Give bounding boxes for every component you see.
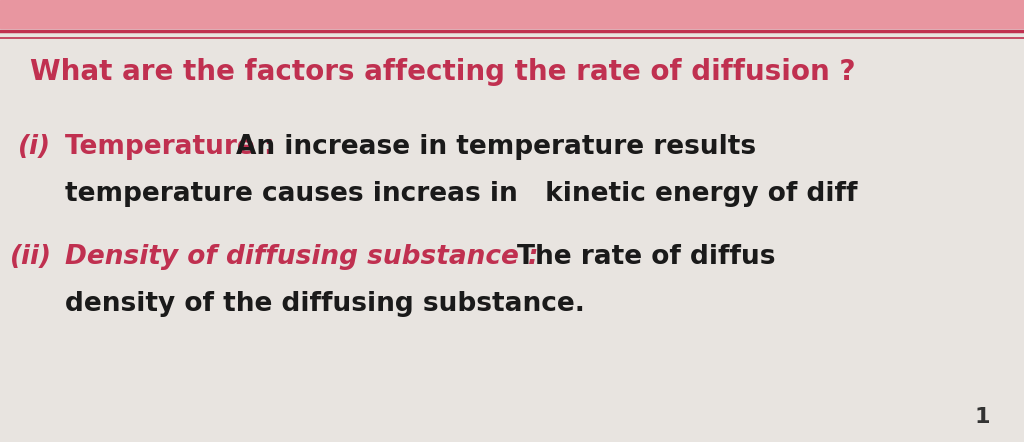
Text: (i): (i) [18,134,51,160]
Text: Density of diffusing substance :: Density of diffusing substance : [65,244,548,270]
Bar [0,0,1024,28]
Text: Temperature :: Temperature : [65,134,284,160]
Text: An increase in temperature results: An increase in temperature results [236,134,756,160]
Text: temperature causes increas in   kinetic energy of diff: temperature causes increas in kinetic en… [65,181,857,207]
Text: What are the factors affecting the rate of diffusion ?: What are the factors affecting the rate … [30,58,855,86]
Text: density of the diffusing substance.: density of the diffusing substance. [65,291,585,317]
Text: (ii): (ii) [10,244,52,270]
Text: 1: 1 [975,407,990,427]
Text: The rate of diffus: The rate of diffus [517,244,775,270]
